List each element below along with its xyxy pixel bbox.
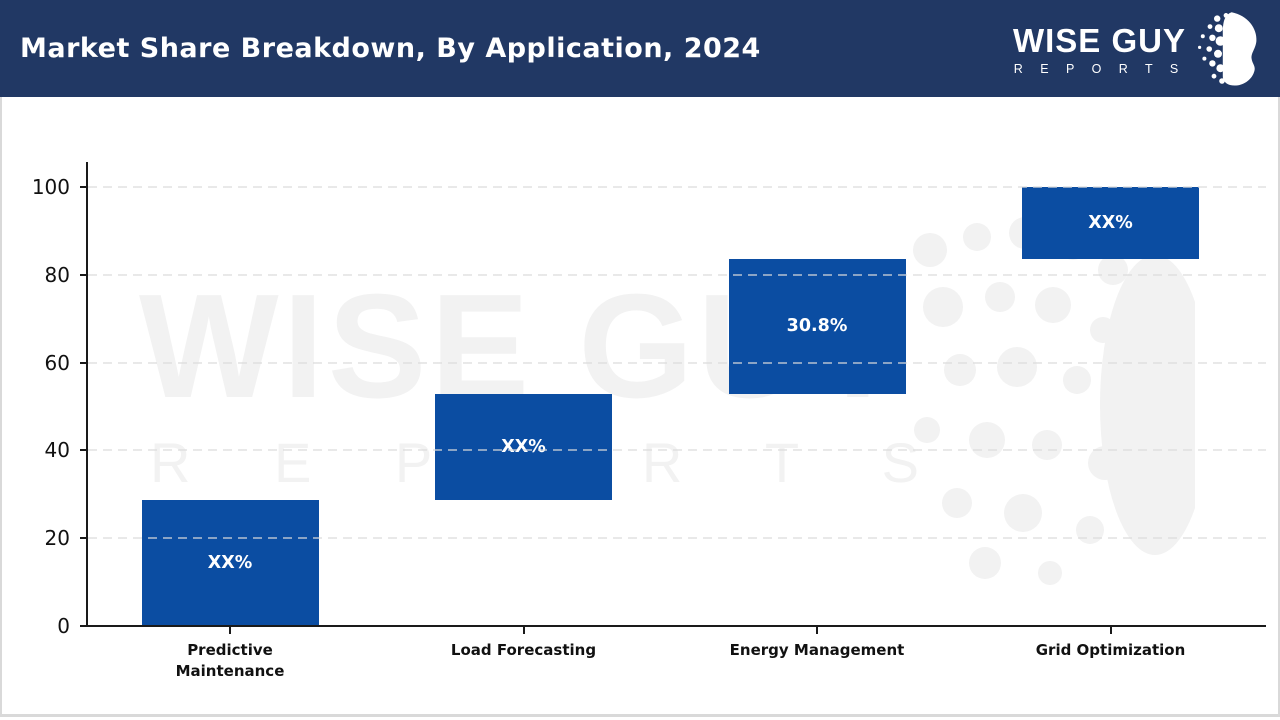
bar-segment: XX% <box>141 499 319 626</box>
gridline <box>88 449 1266 452</box>
bar-value-label: XX% <box>1088 212 1133 233</box>
bar-value-label: XX% <box>501 436 546 457</box>
y-tick-mark <box>80 361 88 364</box>
y-tick-mark <box>80 273 88 276</box>
x-axis-line <box>88 625 1266 627</box>
gridline <box>88 361 1266 364</box>
brand-name: WISE GUY <box>1012 22 1186 59</box>
x-axis-label: Energy Management <box>729 641 905 659</box>
x-axis-label: Predictive Maintenance <box>175 641 285 680</box>
y-tick-label: 100 <box>31 175 70 199</box>
y-tick-label: 60 <box>44 350 70 375</box>
y-axis-line <box>86 162 88 627</box>
y-tick-mark <box>80 625 88 627</box>
gridline <box>88 537 1266 540</box>
bar-value-label: XX% <box>207 552 253 573</box>
bar-segment: XX% <box>435 393 612 500</box>
x-tick-mark <box>816 627 818 634</box>
y-tick-mark <box>80 186 88 188</box>
brand-text: WISE GUY R E P O R T S <box>1013 22 1186 76</box>
bar-segment: XX% <box>1022 187 1199 259</box>
bar-value-label: 30.8% <box>786 316 848 337</box>
brand-logo: WISE GUY R E P O R T S <box>1012 8 1262 90</box>
page-title: Market Share Breakdown, By Application, … <box>20 33 761 64</box>
brand-subtitle: R E P O R T S <box>1013 62 1186 76</box>
y-tick-label: 40 <box>44 438 70 463</box>
gridline <box>88 186 1266 188</box>
x-tick-mark <box>522 627 525 634</box>
y-tick-mark <box>80 449 88 452</box>
y-tick-label: 20 <box>44 526 70 551</box>
y-tick-label: 80 <box>44 262 70 287</box>
y-tick-mark <box>80 537 88 540</box>
x-axis-label: Grid Optimization <box>1035 641 1186 659</box>
header-bar: Market Share Breakdown, By Application, … <box>0 0 1280 97</box>
bar-segment: 30.8% <box>728 258 906 394</box>
x-axis-label: Load Forecasting <box>450 641 597 659</box>
dotted-head-icon <box>1198 12 1257 86</box>
y-tick-label: 0 <box>57 614 70 638</box>
x-tick-mark <box>1109 627 1112 634</box>
gridline <box>88 273 1266 276</box>
x-tick-mark <box>229 627 231 634</box>
